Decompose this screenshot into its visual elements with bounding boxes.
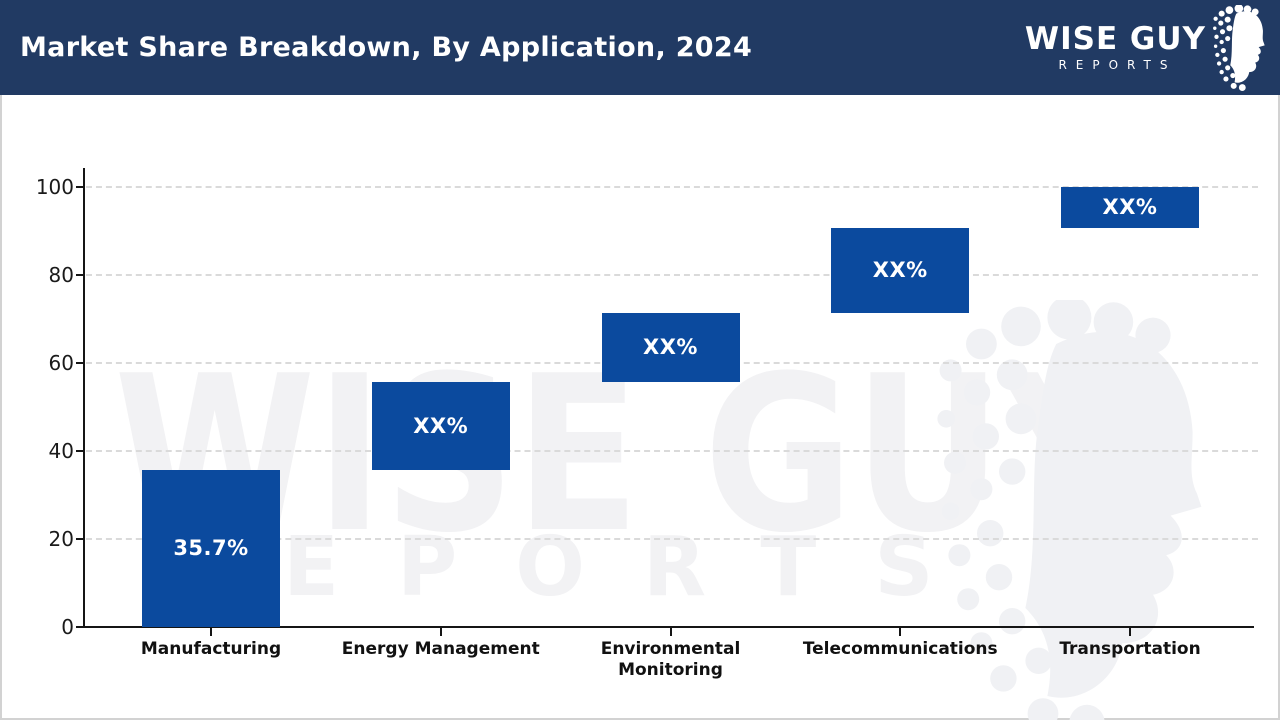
watermark-head-icon <box>880 300 1250 720</box>
logo-text: WISE GUY REPORTS <box>1024 21 1206 72</box>
chart-area: WISE GUY REPORTS <box>0 95 1280 720</box>
header-bar: Market Share Breakdown, By Application, … <box>0 0 1280 95</box>
page-title: Market Share Breakdown, By Application, … <box>20 32 753 63</box>
logo-wordmark: WISE GUY <box>1024 21 1206 57</box>
logo-head-icon <box>1210 5 1266 91</box>
wise-guy-reports-logo: WISE GUY REPORTS <box>1025 5 1280 91</box>
watermark-wordmark: WISE GUY <box>114 329 1135 580</box>
logo-subtext: REPORTS <box>1058 58 1177 72</box>
watermark-subtext: REPORTS <box>162 520 992 615</box>
